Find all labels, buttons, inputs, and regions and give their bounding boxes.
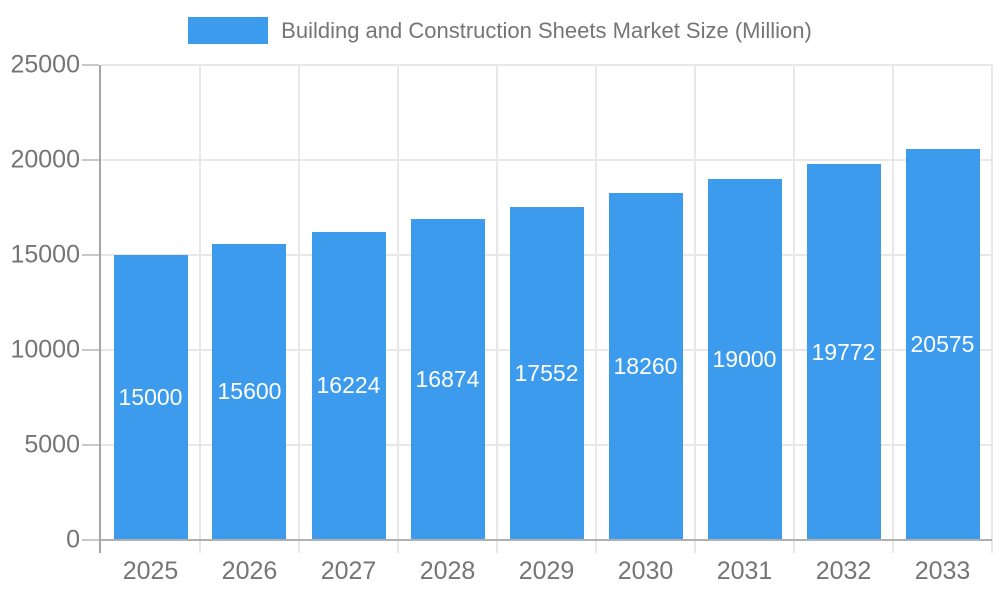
- category-gridline: [496, 65, 498, 553]
- y-axis-label: 0: [66, 525, 80, 554]
- x-axis-label: 2031: [716, 557, 773, 585]
- category-gridline: [693, 65, 696, 553]
- x-axis-baseline: [101, 539, 992, 541]
- bar-value-label: 15600: [217, 378, 282, 405]
- bar: 19772: [806, 164, 881, 540]
- bar-value-label: 18260: [613, 353, 678, 380]
- category-gridline: [892, 65, 894, 553]
- y-tick-mark: [82, 64, 99, 66]
- y-gridline: [101, 159, 992, 161]
- y-tick-mark: [82, 539, 99, 541]
- y-axis-line: [99, 65, 101, 553]
- y-axis-label: 5000: [24, 430, 80, 459]
- x-axis-label: 2032: [815, 557, 872, 585]
- x-axis-label: 2030: [617, 557, 674, 585]
- bar: 19000: [707, 179, 782, 540]
- x-axis-label: 2027: [320, 557, 377, 585]
- x-axis-label: 2026: [221, 557, 278, 585]
- legend-label: Building and Construction Sheets Market …: [281, 17, 812, 43]
- bar-value-label: 17552: [514, 359, 579, 386]
- bar: 15000: [113, 255, 188, 540]
- y-axis-label: 20000: [10, 145, 80, 174]
- category-gridline: [298, 65, 300, 553]
- bar: 16224: [311, 231, 386, 540]
- bar-value-label: 16224: [316, 372, 381, 399]
- bar-value-label: 19772: [811, 338, 876, 365]
- y-tick-mark: [82, 159, 99, 161]
- bar: 20575: [905, 149, 980, 540]
- x-axis-label: 2028: [419, 557, 476, 585]
- legend-swatch: [188, 17, 269, 44]
- category-gridline: [199, 65, 201, 553]
- x-axis-label: 2029: [518, 557, 575, 585]
- x-axis-label: 2025: [122, 557, 179, 585]
- plot-area: 0 5000 10000 15000 20000 25000 15000 2025 15600 2…: [10, 52, 993, 585]
- category-gridline: [793, 65, 795, 553]
- y-tick-mark: [82, 254, 99, 256]
- bar-value-label: 20575: [910, 331, 975, 358]
- y-gridline: [101, 64, 992, 66]
- bar-value-label: 19000: [712, 346, 777, 372]
- bar: 15600: [212, 243, 287, 540]
- category-gridline: [991, 65, 993, 553]
- y-tick-mark: [82, 444, 99, 446]
- y-axis-label: 10000: [10, 335, 80, 364]
- bar: 18260: [608, 193, 683, 540]
- bar-value-label: 15000: [118, 384, 183, 410]
- category-gridline: [595, 65, 597, 553]
- x-axis-label: 2033: [914, 557, 971, 585]
- y-tick-mark: [82, 349, 99, 351]
- bar: 16874: [410, 219, 485, 540]
- bar: 17552: [509, 206, 584, 540]
- y-axis-label: 15000: [10, 240, 80, 269]
- category-gridline: [396, 65, 399, 553]
- y-axis-label: 25000: [10, 50, 80, 79]
- legend: Building and Construction Sheets Market …: [0, 17, 1000, 44]
- bar-value-label: 16874: [415, 366, 480, 393]
